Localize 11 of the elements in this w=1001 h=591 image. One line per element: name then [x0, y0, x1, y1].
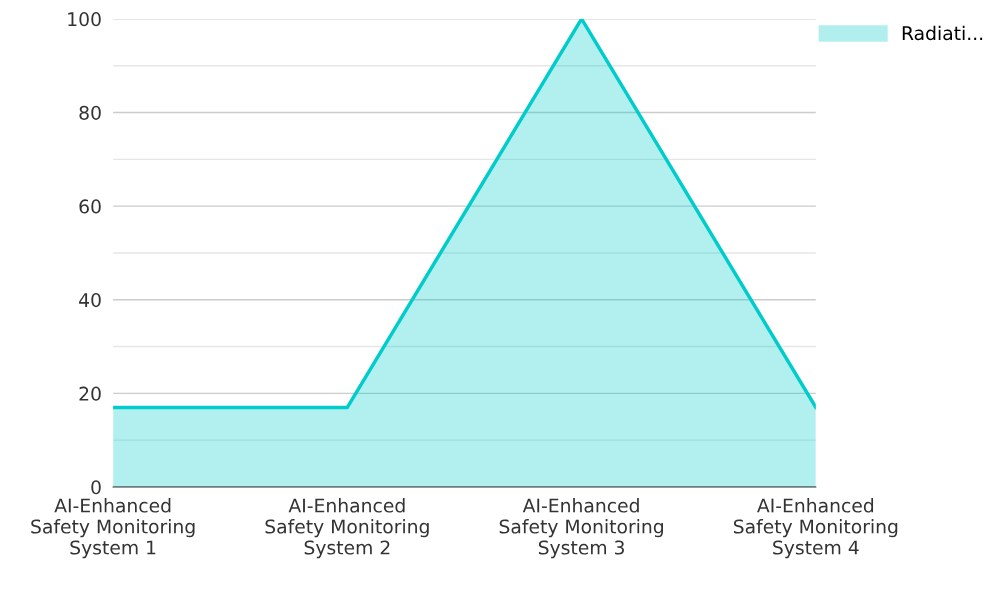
x-tick-label: AI-Enhanced Safety Monitoring System 3 — [499, 498, 663, 559]
y-tick-label: 40 — [79, 292, 101, 308]
y-tick-label: 0 — [91, 480, 101, 495]
y-tick-label: 20 — [79, 386, 101, 401]
y-tick-label: 60 — [79, 199, 101, 214]
legend-label: Radiati... — [902, 25, 983, 41]
y-tick-label: 100 — [68, 12, 101, 27]
x-tick-label: AI-Enhanced Safety Monitoring System 4 — [733, 498, 898, 559]
y-tick-label: 80 — [79, 105, 101, 120]
x-tick-label: AI-Enhanced Safety Monitoring System 2 — [265, 498, 429, 559]
x-tick-label: AI-Enhanced Safety Monitoring System 1 — [31, 498, 195, 559]
